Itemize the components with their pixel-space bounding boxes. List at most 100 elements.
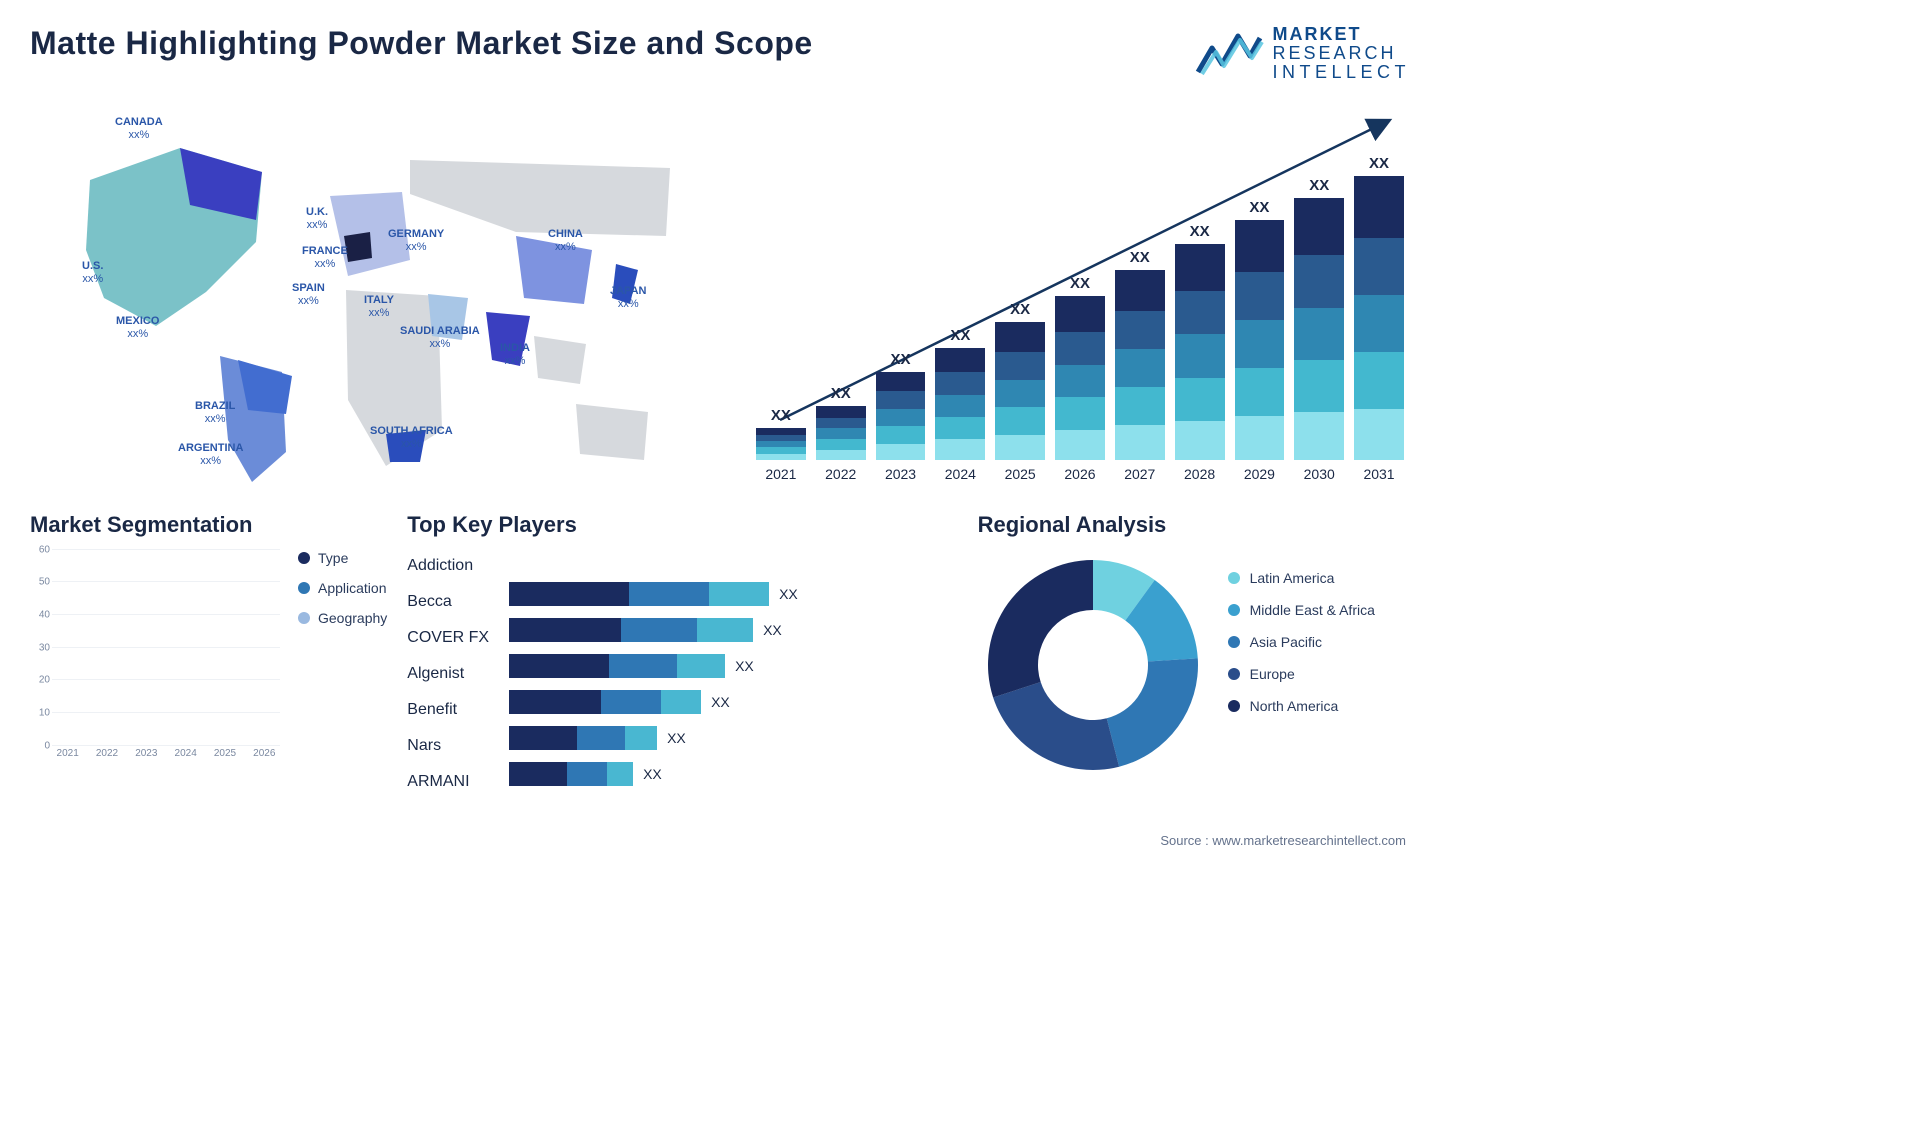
map-label: SAUDI ARABIAxx% bbox=[400, 325, 480, 351]
brand-logo: MARKET RESEARCH INTELLECT bbox=[1194, 25, 1410, 82]
growth-bar: XX bbox=[1354, 155, 1404, 460]
donut-slice bbox=[993, 682, 1119, 770]
growth-x-label: 2022 bbox=[816, 466, 866, 482]
seg-x-label: 2021 bbox=[52, 748, 83, 770]
growth-x-label: 2028 bbox=[1175, 466, 1225, 482]
growth-bar-value: XX bbox=[1249, 199, 1269, 216]
regional-title: Regional Analysis bbox=[978, 512, 1410, 538]
seg-x-label: 2024 bbox=[170, 748, 201, 770]
logo-icon bbox=[1194, 28, 1264, 78]
seg-x-label: 2026 bbox=[249, 748, 280, 770]
growth-bar-value: XX bbox=[1190, 223, 1210, 240]
segmentation-panel: Market Segmentation 0102030405060 202120… bbox=[30, 512, 387, 796]
growth-x-label: 2031 bbox=[1354, 466, 1404, 482]
tkp-bar-value: XX bbox=[735, 658, 754, 674]
map-label: FRANCExx% bbox=[302, 245, 348, 271]
growth-bar-value: XX bbox=[891, 351, 911, 368]
map-label: CHINAxx% bbox=[548, 228, 583, 254]
tkp-name: Becca bbox=[407, 588, 489, 616]
growth-x-label: 2026 bbox=[1055, 466, 1105, 482]
segmentation-legend: Type Application Geography bbox=[298, 550, 387, 770]
map-region-france bbox=[344, 232, 372, 262]
tkp-name: COVER FX bbox=[407, 624, 489, 652]
map-region-aus bbox=[576, 404, 648, 460]
regional-legend-item: Europe bbox=[1228, 666, 1375, 682]
seg-x-label: 2025 bbox=[209, 748, 240, 770]
map-region-russia bbox=[410, 160, 670, 236]
world-map-panel: CANADAxx% U.S.xx% MEXICOxx% BRAZILxx% ARGENT… bbox=[30, 100, 720, 490]
growth-bar-value: XX bbox=[771, 407, 791, 424]
tkp-bar-row: XX bbox=[509, 760, 958, 788]
regional-legend-item: Latin America bbox=[1228, 570, 1375, 586]
growth-x-label: 2024 bbox=[935, 466, 985, 482]
seg-y-tick: 20 bbox=[39, 675, 50, 686]
growth-bar: XX bbox=[1235, 199, 1285, 460]
seg-legend-item: Geography bbox=[298, 610, 387, 626]
map-label: BRAZILxx% bbox=[195, 400, 235, 426]
tkp-name: Algenist bbox=[407, 660, 489, 688]
tkp-bar-value: XX bbox=[763, 622, 782, 638]
growth-bar: XX bbox=[816, 385, 866, 460]
seg-y-tick: 30 bbox=[39, 642, 50, 653]
growth-x-label: 2025 bbox=[995, 466, 1045, 482]
tkp-bar-row: XX bbox=[509, 580, 958, 608]
regional-legend-item: Middle East & Africa bbox=[1228, 602, 1375, 618]
tkp-bar-row: XX bbox=[509, 724, 958, 752]
tkp-bar-row: XX bbox=[509, 652, 958, 680]
map-label: MEXICOxx% bbox=[116, 315, 159, 341]
growth-bar: XX bbox=[935, 327, 985, 460]
tkp-name: ARMANI bbox=[407, 768, 489, 796]
map-label: U.K.xx% bbox=[306, 206, 328, 232]
tkp-panel: Top Key Players AddictionBeccaCOVER FXAl… bbox=[407, 512, 957, 796]
seg-x-label: 2023 bbox=[131, 748, 162, 770]
tkp-bar-value: XX bbox=[643, 766, 662, 782]
growth-bar-value: XX bbox=[1309, 177, 1329, 194]
growth-bar: XX bbox=[1055, 275, 1105, 460]
seg-y-tick: 40 bbox=[39, 610, 50, 621]
seg-legend-item: Type bbox=[298, 550, 387, 566]
tkp-bar-value: XX bbox=[667, 730, 686, 746]
tkp-bar-value: XX bbox=[711, 694, 730, 710]
growth-bar-value: XX bbox=[1010, 301, 1030, 318]
growth-x-label: 2030 bbox=[1294, 466, 1344, 482]
tkp-bar-row: XX bbox=[509, 688, 958, 716]
growth-bar-value: XX bbox=[831, 385, 851, 402]
tkp-bar-value: XX bbox=[779, 586, 798, 602]
seg-y-tick: 60 bbox=[39, 544, 50, 555]
growth-bar: XX bbox=[1175, 223, 1225, 460]
growth-bar-value: XX bbox=[1369, 155, 1389, 172]
map-label: GERMANYxx% bbox=[388, 228, 444, 254]
growth-x-label: 2021 bbox=[756, 466, 806, 482]
map-label: U.S.xx% bbox=[82, 260, 103, 286]
seg-y-tick: 50 bbox=[39, 577, 50, 588]
growth-x-label: 2023 bbox=[876, 466, 926, 482]
growth-bar: XX bbox=[756, 407, 806, 460]
logo-line2: RESEARCH bbox=[1272, 44, 1410, 63]
logo-line3: INTELLECT bbox=[1272, 63, 1410, 82]
growth-bar-value: XX bbox=[1070, 275, 1090, 292]
map-label: CANADAxx% bbox=[115, 116, 163, 142]
map-label: INDIAxx% bbox=[500, 342, 530, 368]
growth-bar: XX bbox=[1294, 177, 1344, 460]
growth-bar: XX bbox=[1115, 249, 1165, 460]
seg-legend-item: Application bbox=[298, 580, 387, 596]
logo-line1: MARKET bbox=[1272, 25, 1410, 44]
regional-donut bbox=[978, 550, 1208, 780]
tkp-bar-chart: XX XX XX XX XX XX bbox=[509, 550, 958, 796]
map-label: SOUTH AFRICAxx% bbox=[370, 425, 453, 451]
map-label: ARGENTINAxx% bbox=[178, 442, 243, 468]
page-title: Matte Highlighting Powder Market Size an… bbox=[30, 25, 813, 62]
seg-y-tick: 0 bbox=[44, 740, 50, 751]
growth-x-label: 2029 bbox=[1235, 466, 1285, 482]
segmentation-title: Market Segmentation bbox=[30, 512, 387, 538]
donut-slice bbox=[988, 560, 1093, 697]
map-region-sea bbox=[534, 336, 586, 384]
regional-legend: Latin AmericaMiddle East & AfricaAsia Pa… bbox=[1228, 550, 1375, 730]
tkp-bar-row: XX bbox=[509, 616, 958, 644]
source-attribution: Source : www.marketresearchintellect.com bbox=[1160, 833, 1406, 848]
map-label: SPAINxx% bbox=[292, 282, 325, 308]
tkp-name: Addiction bbox=[407, 552, 489, 580]
growth-bar-value: XX bbox=[1130, 249, 1150, 266]
map-label: JAPANxx% bbox=[610, 285, 646, 311]
segmentation-chart: 0102030405060 202120222023202420252026 bbox=[30, 550, 280, 770]
